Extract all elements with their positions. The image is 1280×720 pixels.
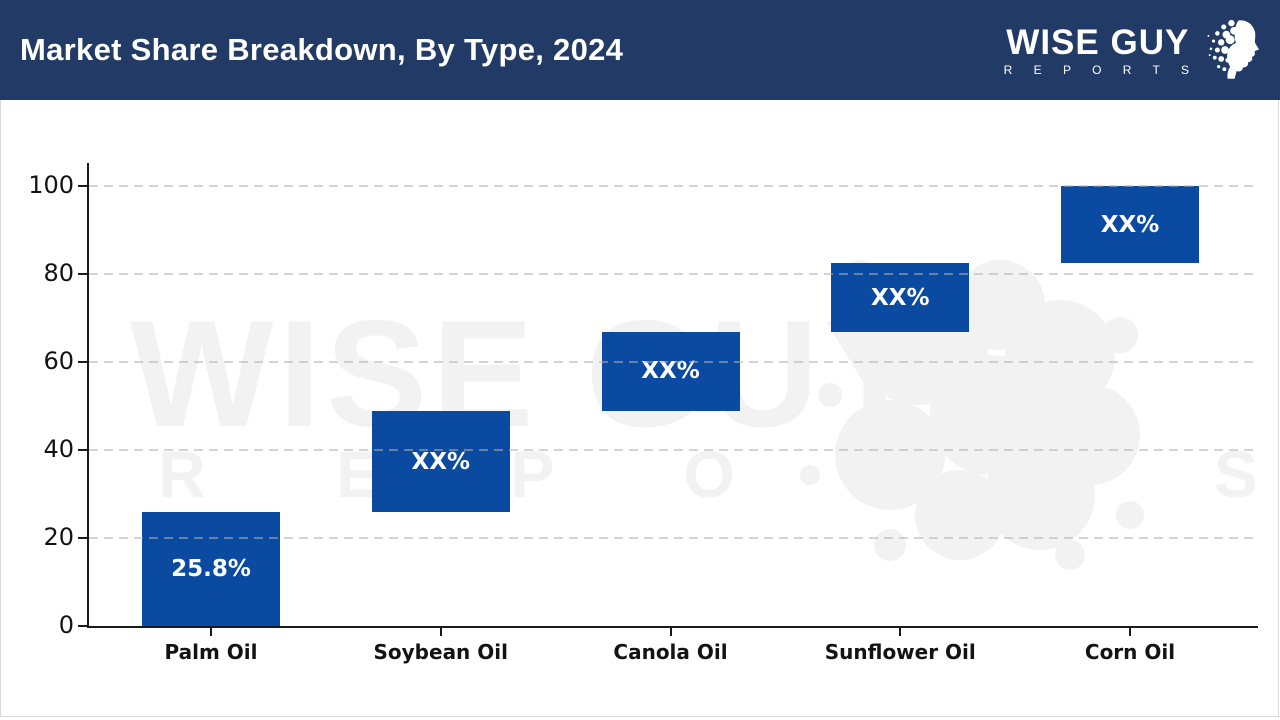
gridline-40 — [89, 449, 1257, 451]
y-tick-mark-100 — [78, 185, 87, 187]
y-tick-label-40: 40 — [43, 434, 74, 463]
y-tick-mark-40 — [78, 449, 87, 451]
bar-value-label: XX% — [411, 448, 470, 475]
y-axis-line — [87, 163, 89, 628]
header: Market Share Breakdown, By Type, 2024 WI… — [0, 0, 1280, 100]
bar-corn-oil: XX% — [1061, 186, 1199, 263]
bar-value-label: 25.8% — [171, 556, 251, 583]
logo-sub-text: R E P O R T S — [1003, 62, 1198, 77]
x-axis-line — [87, 626, 1258, 628]
x-tick-label-palm-oil: Palm Oil — [164, 640, 258, 664]
y-tick-label-60: 60 — [43, 346, 74, 375]
y-tick-label-80: 80 — [43, 258, 74, 287]
bar-soybean-oil: XX% — [371, 410, 510, 513]
gridline-60 — [89, 361, 1257, 363]
page-title: Market Share Breakdown, By Type, 2024 — [20, 32, 624, 67]
gridline-20 — [89, 537, 1257, 539]
x-tick-mark-soybean-oil — [439, 628, 442, 636]
y-tick-mark-60 — [78, 361, 87, 363]
x-tick-label-corn-oil: Corn Oil — [1084, 640, 1176, 664]
brand-logo: WISE GUY R E P O R T S — [998, 11, 1266, 89]
page-border-bottom — [0, 716, 1280, 717]
bar-canola-oil: XX% — [601, 332, 740, 411]
x-tick-mark-sunflower-oil — [899, 628, 902, 636]
logo-text: WISE GUY R E P O R T S — [998, 25, 1198, 76]
gridline-100 — [89, 185, 1257, 187]
y-tick-label-0: 0 — [58, 610, 74, 639]
x-tick-label-canola-oil: Canola Oil — [613, 640, 728, 664]
y-tick-mark-0 — [78, 625, 87, 627]
x-tick-mark-palm-oil — [210, 628, 212, 636]
gridline-80 — [89, 273, 1257, 275]
x-tick-mark-canola-oil — [669, 628, 672, 636]
logo-brand-text: WISE GUY — [1006, 22, 1190, 62]
page-border-left — [0, 100, 1, 717]
y-tick-label-20: 20 — [43, 522, 74, 551]
page-border-right — [1278, 100, 1279, 717]
logo-head-icon — [1207, 19, 1259, 79]
x-tick-mark-corn-oil — [1129, 628, 1131, 636]
y-tick-label-100: 100 — [28, 170, 74, 199]
bar-value-label: XX% — [870, 284, 930, 311]
x-tick-label-sunflower-oil: Sunflower Oil — [824, 640, 976, 664]
bar-palm-oil: 25.8% — [142, 512, 280, 626]
x-tick-label-soybean-oil: Soybean Oil — [373, 640, 508, 664]
watermark-brand: WISE GUY — [130, 289, 931, 459]
y-tick-mark-20 — [78, 537, 87, 539]
y-tick-mark-80 — [78, 273, 87, 275]
bar-value-label: XX% — [1100, 211, 1160, 238]
